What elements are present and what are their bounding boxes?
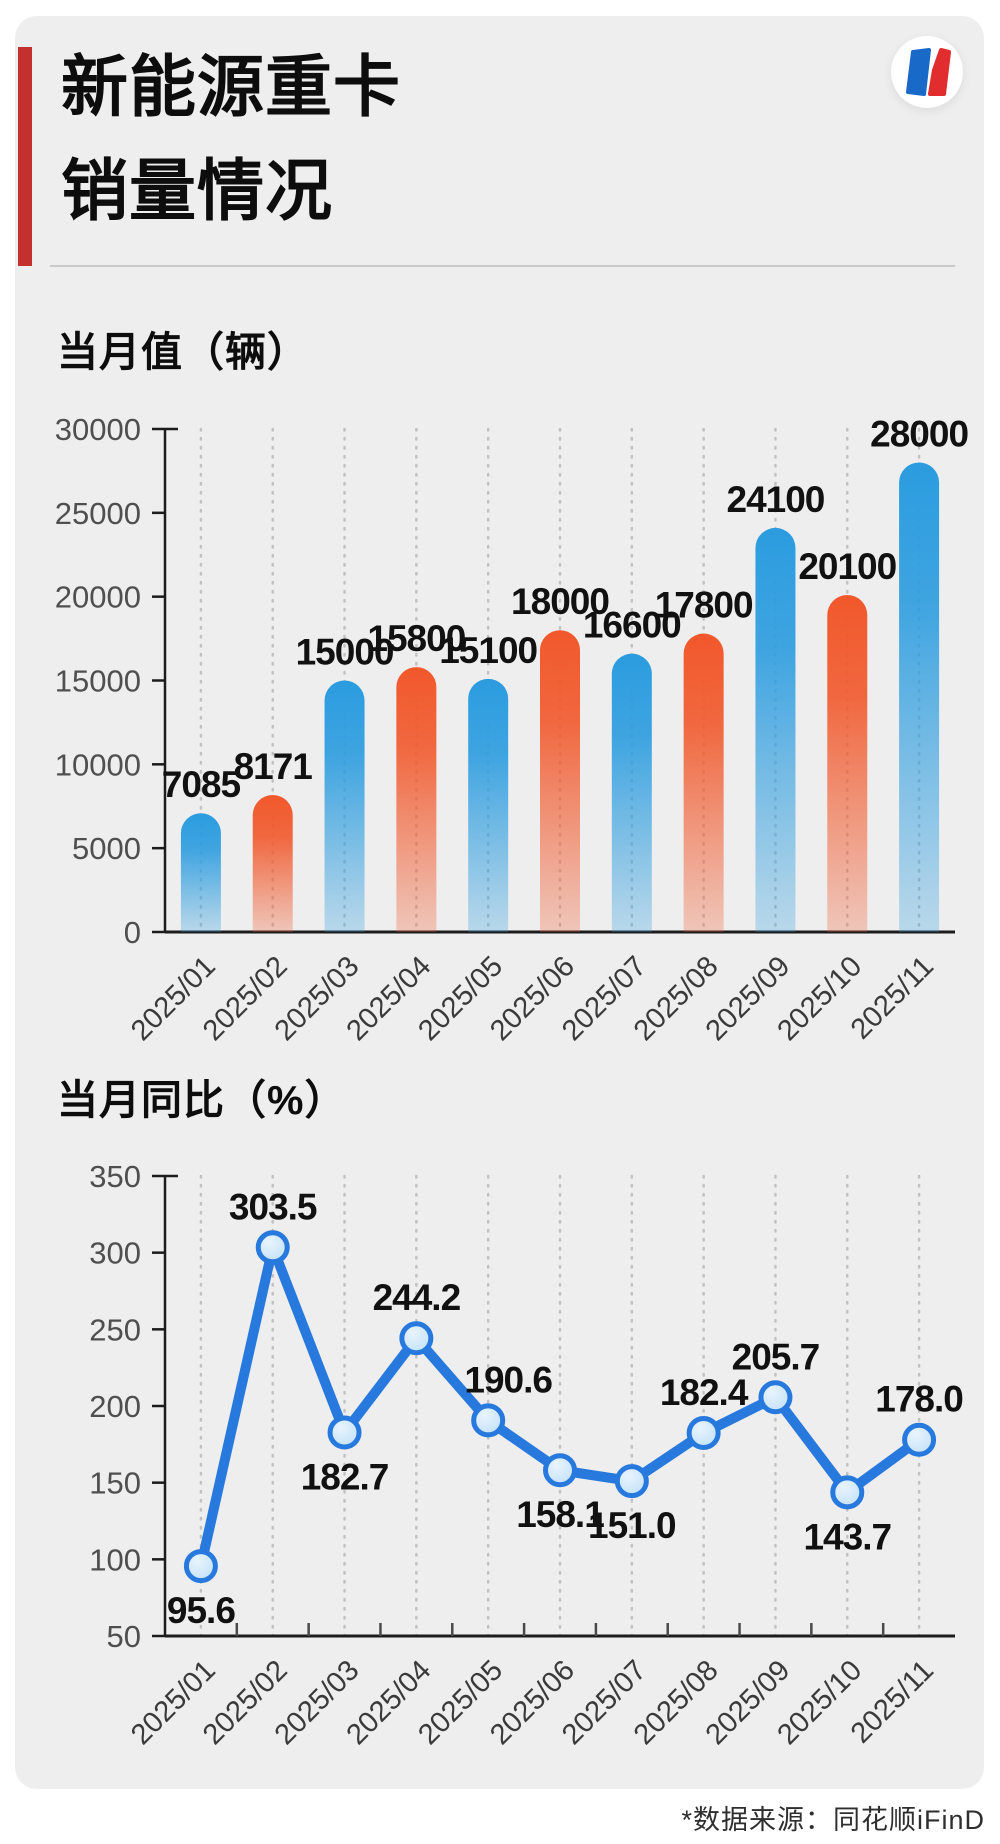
- svg-text:20100: 20100: [798, 546, 896, 587]
- x-tick-labels: 2025/012025/022025/032025/042025/052025/…: [125, 1654, 940, 1751]
- data-source-note: *数据来源：同花顺iFinD: [681, 1805, 985, 1835]
- svg-text:200: 200: [89, 1389, 141, 1424]
- svg-text:17800: 17800: [655, 585, 753, 626]
- svg-text:178.0: 178.0: [875, 1379, 963, 1420]
- marker-2025/05: [471, 1403, 506, 1438]
- svg-text:100: 100: [89, 1542, 141, 1577]
- main-title-line1: 新能源重卡: [61, 50, 401, 125]
- y-tick-labels: 50 100 150 200 250 300 350: [89, 1159, 141, 1654]
- svg-text:300: 300: [89, 1236, 141, 1271]
- svg-text:16600: 16600: [583, 605, 681, 646]
- tonghuashun-ifind-logo: [891, 36, 963, 108]
- bar-2025/01: [180, 813, 221, 932]
- infographic-card: 新能源重卡 销量情况 当月值（辆） 0 5000 10000 15000 20000 25…: [15, 16, 984, 1789]
- bar-2025/06: [540, 630, 580, 932]
- svg-text:7085: 7085: [162, 764, 241, 805]
- bar-chart-title: 当月值（辆）: [57, 329, 309, 375]
- main-title-line2: 销量情况: [61, 154, 333, 229]
- svg-text:15100: 15100: [439, 630, 537, 671]
- svg-text:15800: 15800: [367, 618, 465, 659]
- svg-text:182.7: 182.7: [301, 1457, 389, 1498]
- gridlines: [199, 1174, 921, 1638]
- svg-text:18000: 18000: [511, 581, 609, 622]
- bar-chart: 0 5000 10000 15000 20000 25000 30000 2025/01202…: [55, 412, 970, 1047]
- bar-2025/04: [396, 667, 437, 932]
- svg-text:15000: 15000: [55, 664, 141, 699]
- svg-text:0: 0: [124, 915, 141, 950]
- bar-2025/11: [899, 462, 940, 932]
- svg-text:50: 50: [107, 1619, 141, 1654]
- svg-text:250: 250: [89, 1312, 141, 1347]
- svg-text:205.7: 205.7: [732, 1336, 820, 1377]
- line-chart: 50 100 150 200 250 300 350 2025/012025/022025/0…: [89, 1159, 964, 1751]
- svg-text:95.6: 95.6: [167, 1590, 235, 1631]
- marker-2025/03: [327, 1415, 362, 1450]
- marker-2025/10: [830, 1475, 865, 1510]
- svg-text:143.7: 143.7: [803, 1516, 891, 1557]
- svg-text:20000: 20000: [55, 580, 141, 615]
- svg-text:350: 350: [89, 1159, 141, 1194]
- bar-2025/03: [324, 680, 365, 932]
- bar-2025/05: [468, 678, 509, 932]
- bar-2025/08: [683, 633, 724, 932]
- svg-text:150: 150: [89, 1466, 141, 1501]
- marker-2025/02: [255, 1230, 290, 1265]
- svg-text:30000: 30000: [55, 412, 141, 447]
- marker-2025/07: [614, 1464, 649, 1499]
- svg-text:15000: 15000: [296, 632, 394, 673]
- main-title: 新能源重卡 销量情况: [61, 36, 401, 244]
- svg-text:182.4: 182.4: [660, 1372, 749, 1413]
- svg-text:25000: 25000: [55, 496, 141, 531]
- marker-2025/01: [183, 1549, 218, 1584]
- bar-2025/07: [611, 653, 652, 932]
- bar-2025/02: [252, 795, 293, 932]
- svg-text:24100: 24100: [727, 479, 825, 520]
- axes: [152, 1174, 955, 1638]
- title-accent-bar: [18, 47, 32, 266]
- svg-text:28000: 28000: [870, 414, 968, 455]
- bar-2025/10: [827, 594, 868, 932]
- marker-2025/11: [902, 1422, 937, 1457]
- svg-text:244.2: 244.2: [373, 1277, 461, 1318]
- data-markers: [183, 1230, 937, 1584]
- bars: [180, 462, 940, 932]
- svg-text:8171: 8171: [234, 746, 313, 787]
- y-tick-labels: 0 5000 10000 15000 20000 25000 30000: [55, 412, 141, 950]
- marker-2025/06: [543, 1453, 577, 1488]
- bar-2025/09: [755, 527, 796, 932]
- x-boundary-ticks: [235, 1623, 885, 1636]
- x-tick-labels: 2025/012025/022025/032025/042025/052025/…: [125, 950, 940, 1047]
- marker-2025/09: [758, 1380, 793, 1415]
- svg-text:5000: 5000: [72, 831, 141, 866]
- svg-text:303.5: 303.5: [229, 1186, 317, 1227]
- svg-text:151.0: 151.0: [588, 1505, 676, 1546]
- svg-text:190.6: 190.6: [464, 1359, 552, 1400]
- svg-text:10000: 10000: [55, 747, 141, 782]
- svg-text:158.1: 158.1: [516, 1494, 604, 1535]
- marker-2025/04: [399, 1321, 434, 1356]
- header-divider: [50, 265, 955, 267]
- logo-n-glyph: [906, 48, 951, 96]
- line-chart-title: 当月同比（%）: [57, 1077, 347, 1123]
- marker-2025/08: [686, 1415, 721, 1450]
